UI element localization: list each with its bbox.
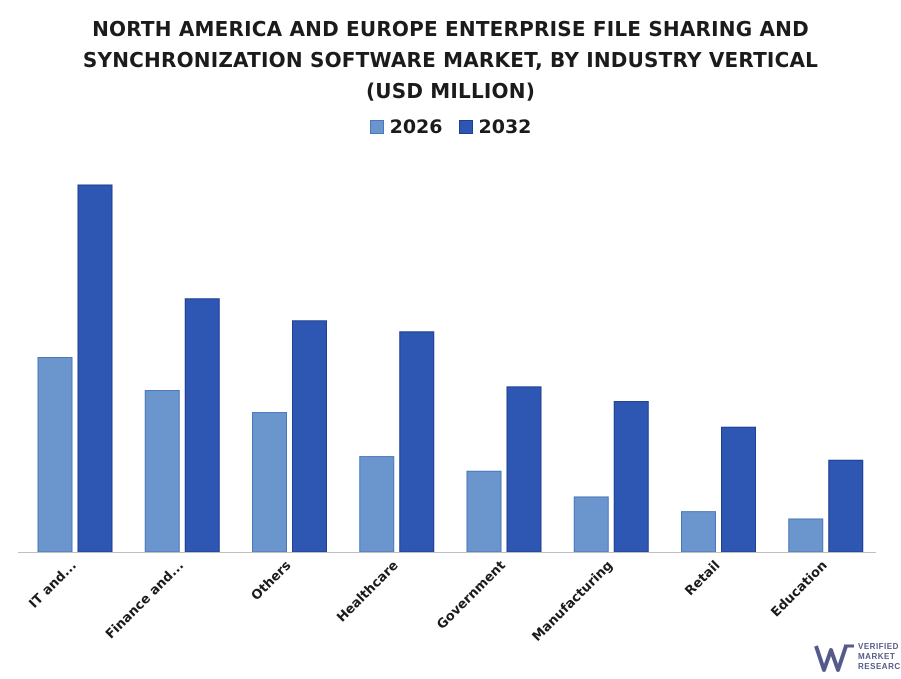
legend-item-2032: 2032 (458, 116, 532, 138)
logo-line-3: RESEARCH (858, 662, 901, 671)
category-label-7: Education (769, 558, 831, 620)
chart-title-line-3: (USD MILLION) (365, 79, 536, 103)
category-label-4: Government (434, 558, 509, 633)
bar-2032-5 (613, 401, 649, 553)
bar-2026-1 (144, 390, 180, 553)
chart-title: NORTH AMERICA AND EUROPE ENTERPRISE FILE… (0, 14, 901, 107)
bar-2026-2 (252, 412, 287, 553)
logo-line-1: VERIFIED (858, 642, 899, 651)
legend-label-2026: 2026 (389, 116, 443, 138)
bar-2026-4 (466, 470, 502, 553)
bar-2032-0 (77, 184, 113, 553)
category-label-0: IT and... (27, 558, 80, 611)
bar-2026-0 (37, 356, 73, 553)
category-label-1: Finance and... (103, 558, 187, 642)
chart-title-line-2: SYNCHRONIZATION SOFTWARE MARKET, BY INDU… (82, 48, 819, 72)
category-label-2: Others (249, 558, 295, 604)
bar-2032-6 (721, 426, 756, 553)
verified-market-research-logo: VERIFIED MARKET RESEARCH (814, 640, 901, 676)
vmr-logo-icon (814, 644, 854, 672)
logo-line-2: MARKET (858, 652, 896, 661)
vmr-logo-text: VERIFIED MARKET RESEARCH (858, 642, 901, 672)
bar-2032-2 (292, 320, 327, 553)
chart-legend: 2026 2032 (0, 116, 901, 138)
bar-2032-4 (506, 386, 542, 553)
bar-2026-5 (573, 496, 609, 553)
category-label-3: Healthcare (334, 558, 401, 625)
legend-item-2026: 2026 (369, 116, 443, 138)
legend-swatch-2032 (458, 120, 473, 134)
bar-2032-7 (828, 459, 864, 553)
bar-2026-7 (788, 518, 824, 553)
bar-2032-3 (399, 331, 435, 553)
category-label-6: Retail (683, 558, 724, 599)
bar-2026-3 (359, 456, 395, 553)
bar-2032-1 (184, 298, 220, 553)
legend-label-2032: 2032 (478, 116, 532, 138)
chart-title-line-1: NORTH AMERICA AND EUROPE ENTERPRISE FILE… (92, 17, 809, 41)
legend-swatch-2026 (369, 120, 384, 134)
bar-2026-6 (681, 511, 716, 553)
category-label-5: Manufacturing (530, 558, 616, 644)
